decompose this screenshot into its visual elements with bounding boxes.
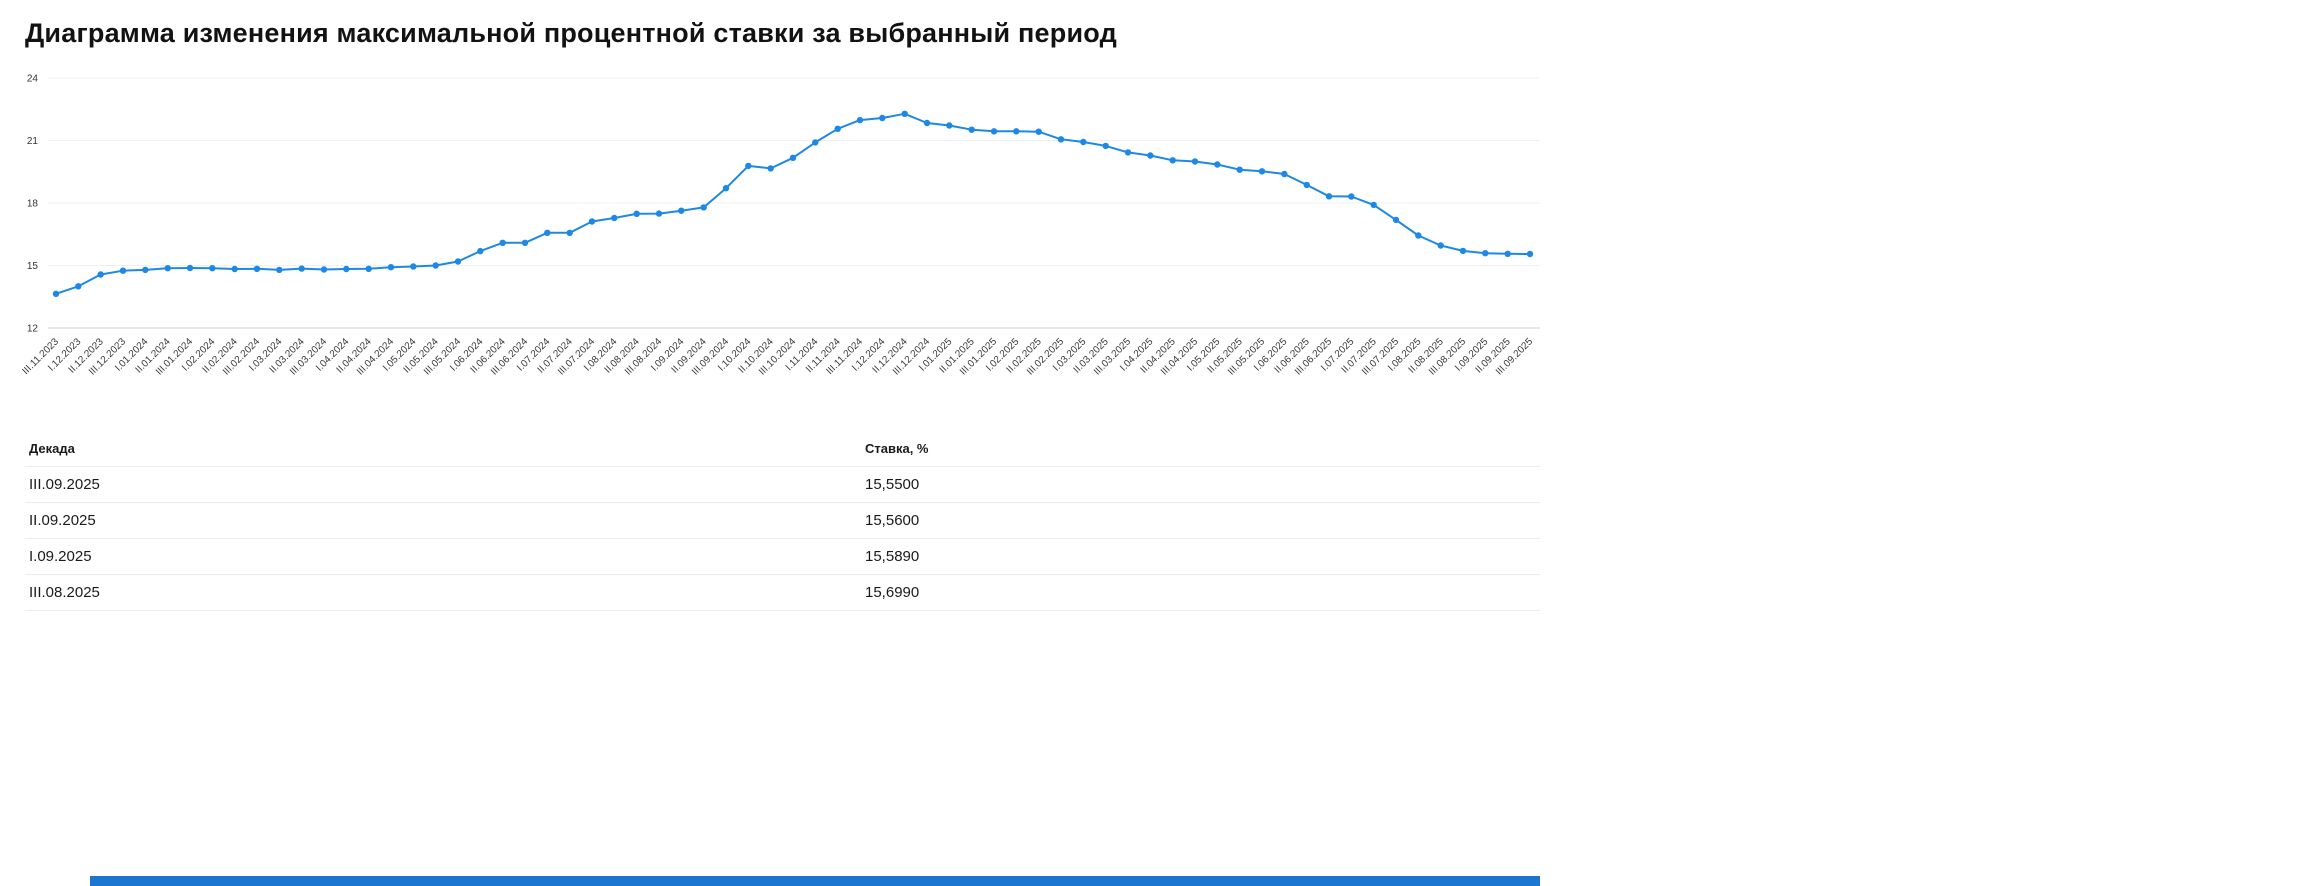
rate-data-point[interactable] <box>298 265 305 272</box>
y-axis-tick-label: 18 <box>27 199 39 210</box>
rate-data-point[interactable] <box>1482 250 1489 257</box>
rate-data-point[interactable] <box>499 239 506 246</box>
y-axis-tick-label: 12 <box>27 324 39 335</box>
rate-data-point[interactable] <box>1258 168 1266 175</box>
decade-cell: III.09.2025 <box>25 466 861 503</box>
rates-table-body: III.09.2025 15,5500 II.09.2025 15,5600 I.09.… <box>25 466 1540 611</box>
rate-data-point[interactable] <box>75 283 82 290</box>
rate-data-point[interactable] <box>678 207 685 214</box>
rate-data-point[interactable] <box>968 126 975 133</box>
rate-data-point[interactable] <box>1057 136 1065 143</box>
rate-data-point[interactable] <box>142 266 149 274</box>
rate-data-point[interactable] <box>164 265 171 272</box>
y-axis-tick-label: 15 <box>27 261 39 272</box>
rate-data-point[interactable] <box>1325 193 1333 200</box>
rate-cell: 15,5890 <box>861 538 1540 575</box>
rate-data-point[interactable] <box>365 265 372 272</box>
y-axis-tick-label: 24 <box>27 74 39 85</box>
rate-data-point[interactable] <box>722 185 730 192</box>
rate-data-point[interactable] <box>745 162 752 170</box>
table-row: I.09.2025 15,5890 <box>25 538 1540 575</box>
rate-data-point[interactable] <box>588 218 596 225</box>
rate-data-point[interactable] <box>566 229 573 236</box>
rate-chart-container: 12 15 18 21 24 III.11.2023 I.12.2023 II.12.2023… <box>0 60 1560 405</box>
rate-data-point[interactable] <box>767 165 774 172</box>
rate-data-point[interactable] <box>343 265 350 273</box>
rate-data-point[interactable] <box>1415 232 1422 239</box>
rate-data-point[interactable] <box>1080 138 1087 146</box>
rate-data-point[interactable] <box>901 110 908 117</box>
rates-table: Декада Ставка, % III.09.2025 15,5500 II.09… <box>25 431 1540 611</box>
rate-data-point[interactable] <box>276 266 283 274</box>
rate-data-point[interactable] <box>320 266 328 273</box>
rate-data-point[interactable] <box>946 122 953 129</box>
decade-cell: II.09.2025 <box>25 502 861 539</box>
rate-data-point[interactable] <box>253 265 261 272</box>
rate-data-point[interactable] <box>1392 216 1400 224</box>
rate-cell: 15,5600 <box>861 502 1540 539</box>
rate-data-point[interactable] <box>477 247 484 255</box>
rate-data-point[interactable] <box>700 204 707 211</box>
rate-data-point[interactable] <box>1013 128 1020 135</box>
rate-data-point[interactable] <box>119 267 127 274</box>
rate-data-point[interactable] <box>410 263 417 270</box>
table-row: II.09.2025 15,5600 <box>25 502 1540 539</box>
rate-data-point[interactable] <box>231 265 238 273</box>
rate-data-point[interactable] <box>387 264 395 271</box>
table-header-rate: Ставка, % <box>861 431 1540 467</box>
decade-cell: I.09.2025 <box>25 538 861 575</box>
rate-data-point[interactable] <box>990 128 998 135</box>
table-row: III.09.2025 15,5500 <box>25 466 1540 503</box>
rate-data-point[interactable] <box>611 214 618 222</box>
rate-data-point[interactable] <box>655 210 663 217</box>
rate-data-point[interactable] <box>1459 247 1467 255</box>
rate-data-point[interactable] <box>1147 152 1154 159</box>
page-title: Диаграмма изменения максимальной процент… <box>25 18 1117 48</box>
rate-data-point[interactable] <box>1281 170 1288 178</box>
rate-data-point[interactable] <box>1504 250 1511 257</box>
rate-data-point[interactable] <box>52 290 60 297</box>
rate-data-point[interactable] <box>1169 157 1176 164</box>
rate-data-point[interactable] <box>1303 181 1310 189</box>
rates-table-head: Декада Ставка, % <box>25 431 1540 467</box>
rate-data-point[interactable] <box>1191 158 1199 165</box>
rate-data-point[interactable] <box>432 262 439 269</box>
rate-data-point[interactable] <box>209 265 216 272</box>
table-row: III.08.2025 15,6990 <box>25 574 1540 611</box>
rate-data-point[interactable] <box>856 116 864 124</box>
rate-data-point[interactable] <box>789 154 797 161</box>
rate-data-point[interactable] <box>923 119 931 127</box>
rate-data-point[interactable] <box>1124 149 1132 156</box>
rate-data-point[interactable] <box>1526 250 1534 258</box>
rate-data-point[interactable] <box>521 239 529 246</box>
rate-data-point[interactable] <box>1437 242 1444 249</box>
decade-cell: III.08.2025 <box>25 574 861 611</box>
rate-data-point[interactable] <box>834 125 841 132</box>
rate-data-point[interactable] <box>1370 201 1377 209</box>
rate-data-point[interactable] <box>186 264 194 272</box>
rate-data-point[interactable] <box>454 258 462 265</box>
rate-data-point[interactable] <box>1348 193 1355 200</box>
rate-data-point[interactable] <box>1035 128 1042 135</box>
y-axis-tick-label: 21 <box>27 136 39 147</box>
rate-data-point[interactable] <box>879 114 886 122</box>
rate-data-point[interactable] <box>812 139 819 146</box>
rate-line-chart[interactable]: 1215182124III.11.2023I.12.2023II.12.2023… <box>0 60 1560 405</box>
rate-data-point[interactable] <box>544 229 551 236</box>
rate-cell: 15,5500 <box>861 466 1540 503</box>
rate-data-point[interactable] <box>1236 166 1243 173</box>
rate-data-point[interactable] <box>1102 142 1109 150</box>
cropped-bottom-highlight[interactable] <box>90 876 1540 886</box>
rate-data-point[interactable] <box>97 271 104 278</box>
rate-data-point[interactable] <box>633 210 640 217</box>
rate-data-point[interactable] <box>1214 161 1221 168</box>
table-header-row: Декада Ставка, % <box>25 431 1540 467</box>
rate-cell: 15,6990 <box>861 574 1540 611</box>
table-header-decade: Декада <box>25 431 861 467</box>
